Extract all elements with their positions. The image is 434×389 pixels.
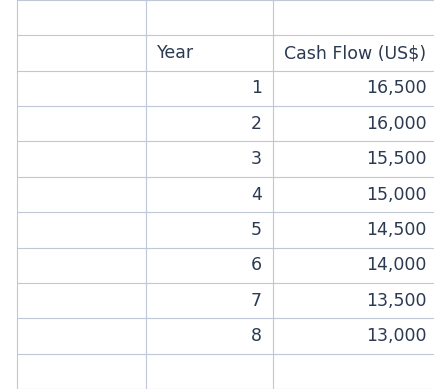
Text: 8: 8 (250, 327, 261, 345)
Text: Cash Flow (US$): Cash Flow (US$) (283, 44, 425, 62)
Text: 15,500: 15,500 (365, 150, 425, 168)
Text: 16,500: 16,500 (365, 79, 425, 97)
Text: 16,000: 16,000 (365, 115, 425, 133)
Text: 6: 6 (250, 256, 261, 274)
Text: 4: 4 (250, 186, 261, 203)
Text: 13,500: 13,500 (365, 292, 425, 310)
Text: 13,000: 13,000 (365, 327, 425, 345)
Text: 7: 7 (250, 292, 261, 310)
Text: Year: Year (156, 44, 193, 62)
Text: 14,000: 14,000 (365, 256, 425, 274)
Text: 3: 3 (250, 150, 261, 168)
Text: 15,000: 15,000 (365, 186, 425, 203)
Text: 14,500: 14,500 (365, 221, 425, 239)
Text: 1: 1 (250, 79, 261, 97)
Text: 5: 5 (250, 221, 261, 239)
Text: 2: 2 (250, 115, 261, 133)
